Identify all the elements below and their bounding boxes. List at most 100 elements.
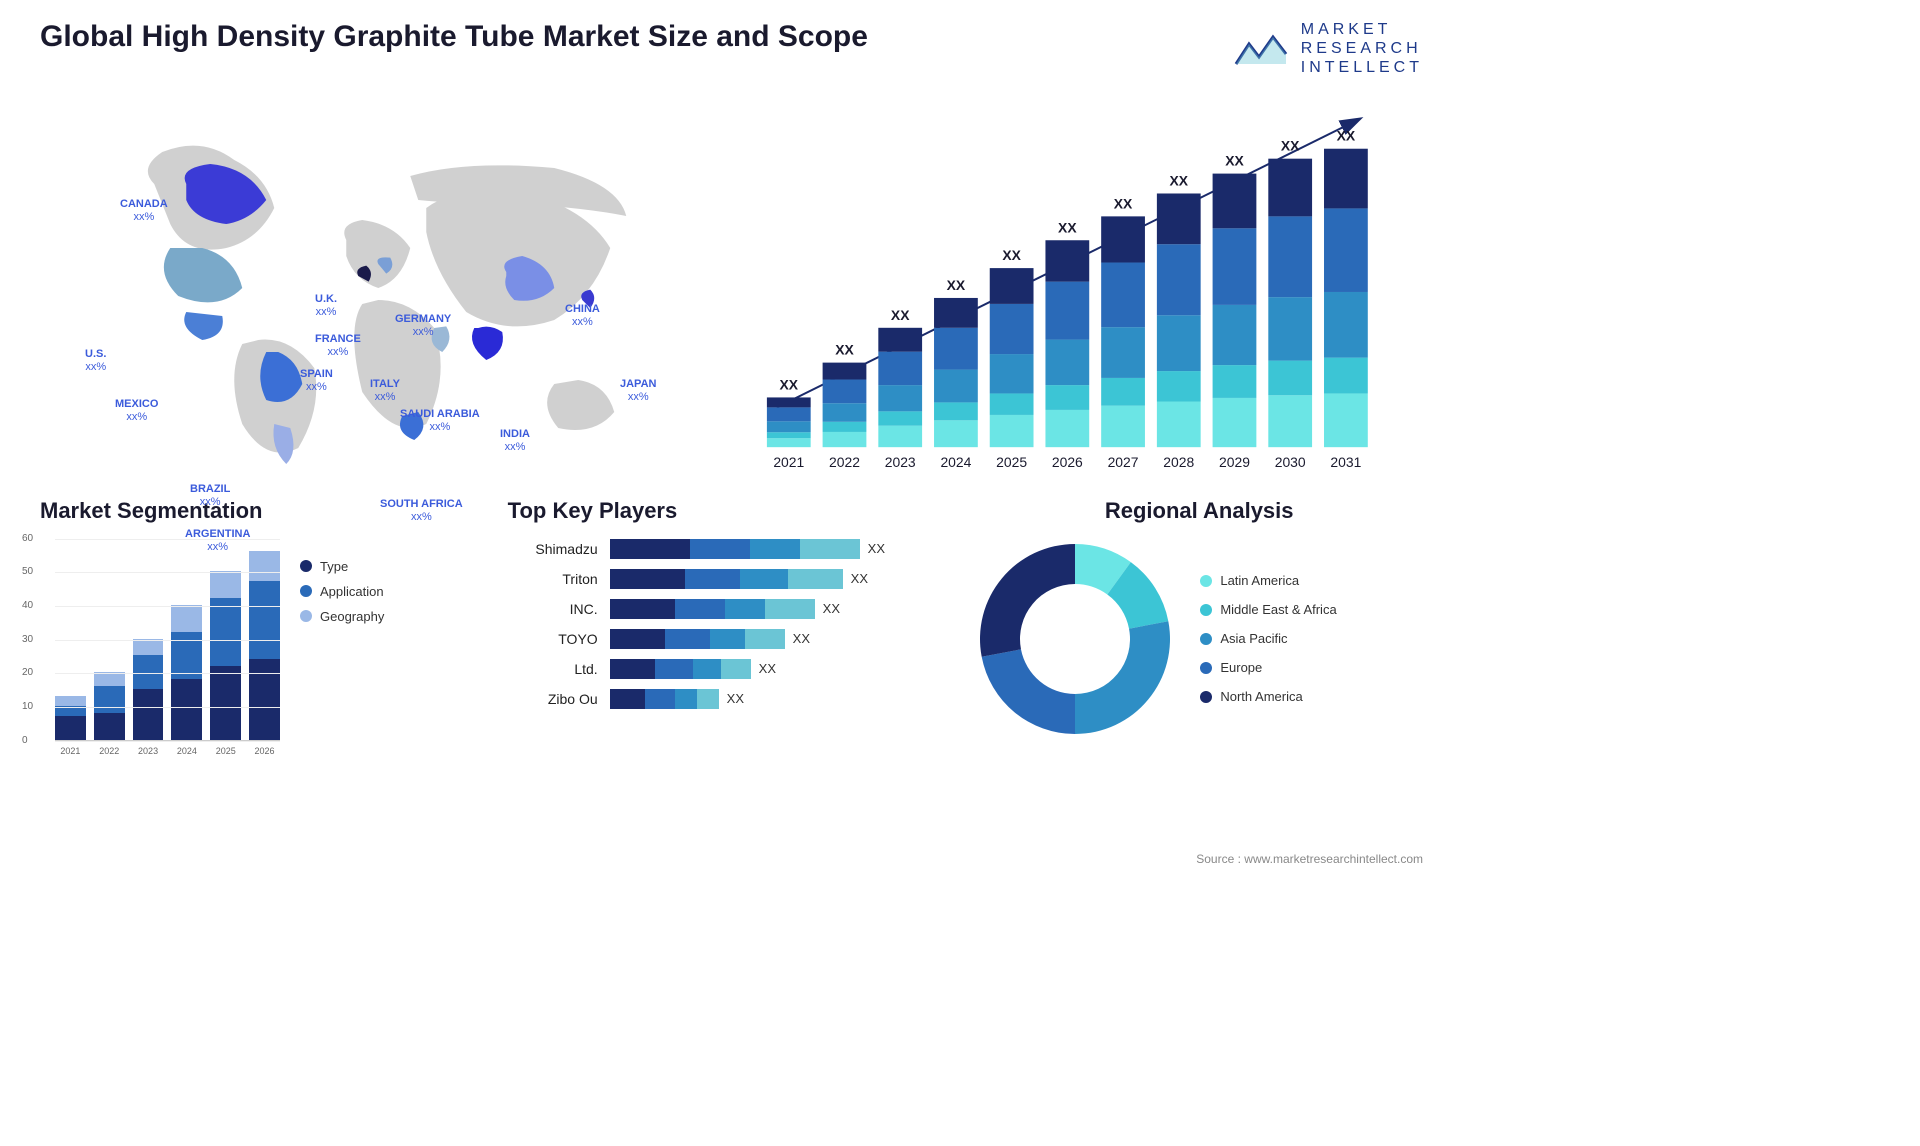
map-label-japan: JAPANxx% bbox=[620, 378, 656, 404]
player-bar-wrap: XX bbox=[610, 629, 956, 649]
player-row: Zibo OuXX bbox=[508, 689, 956, 709]
player-bar-wrap: XX bbox=[610, 569, 956, 589]
map-label-us: U.S.xx% bbox=[85, 348, 106, 374]
player-seg bbox=[655, 659, 693, 679]
player-seg bbox=[610, 689, 645, 709]
player-row: Ltd.XX bbox=[508, 659, 956, 679]
seg-gridline bbox=[55, 572, 280, 573]
map-label-italy: ITALYxx% bbox=[370, 378, 400, 404]
player-seg bbox=[710, 629, 745, 649]
legend-dot-icon bbox=[300, 610, 312, 622]
player-name: Triton bbox=[508, 571, 598, 587]
svg-text:XX: XX bbox=[1169, 172, 1188, 188]
svg-text:XX: XX bbox=[1336, 127, 1355, 143]
player-bar bbox=[610, 569, 843, 589]
seg-seg-type bbox=[55, 716, 86, 740]
svg-text:2022: 2022 bbox=[829, 454, 860, 470]
player-value: XX bbox=[793, 631, 810, 646]
player-bar bbox=[610, 599, 815, 619]
seg-seg-geo bbox=[171, 605, 202, 632]
regional-legend-item: Middle East & Africa bbox=[1200, 602, 1336, 617]
svg-text:XX: XX bbox=[946, 277, 965, 293]
seg-seg-app bbox=[94, 686, 125, 713]
seg-bar: 2023 bbox=[133, 639, 164, 740]
map-label-spain: SPAINxx% bbox=[300, 368, 333, 394]
player-seg bbox=[765, 599, 815, 619]
player-seg bbox=[725, 599, 765, 619]
seg-seg-geo bbox=[249, 551, 280, 581]
svg-text:2030: 2030 bbox=[1274, 454, 1305, 470]
svg-text:2027: 2027 bbox=[1107, 454, 1138, 470]
seg-y-tick: 30 bbox=[22, 634, 33, 645]
legend-dot-icon bbox=[300, 560, 312, 572]
player-bar bbox=[610, 539, 860, 559]
legend-label: Type bbox=[320, 559, 348, 574]
player-bar bbox=[610, 689, 719, 709]
player-seg bbox=[610, 539, 690, 559]
players-chart: ShimadzuXXTritonXXINC.XXTOYOXXLtd.XXZibo… bbox=[508, 539, 956, 709]
players-panel: Top Key Players ShimadzuXXTritonXXINC.XX… bbox=[508, 498, 956, 759]
segmentation-legend: Type Application Geography bbox=[300, 539, 384, 759]
seg-x-label: 2026 bbox=[249, 746, 280, 756]
player-name: Shimadzu bbox=[508, 541, 598, 557]
player-seg bbox=[665, 629, 710, 649]
player-row: INC.XX bbox=[508, 599, 956, 619]
svg-text:XX: XX bbox=[1058, 219, 1077, 235]
svg-text:XX: XX bbox=[835, 341, 854, 357]
seg-x-label: 2023 bbox=[133, 746, 164, 756]
player-seg bbox=[693, 659, 721, 679]
svg-text:2021: 2021 bbox=[773, 454, 804, 470]
svg-text:XX: XX bbox=[1225, 152, 1244, 168]
seg-gridline bbox=[55, 640, 280, 641]
player-row: TOYOXX bbox=[508, 629, 956, 649]
map-label-france: FRANCExx% bbox=[315, 333, 361, 359]
players-title: Top Key Players bbox=[508, 498, 956, 524]
player-bar-wrap: XX bbox=[610, 599, 956, 619]
seg-seg-geo bbox=[94, 672, 125, 685]
logo-line3: INTELLECT bbox=[1301, 58, 1423, 77]
seg-y-tick: 10 bbox=[22, 701, 33, 712]
player-seg bbox=[675, 689, 697, 709]
regional-panel: Regional Analysis Latin AmericaMiddle Ea… bbox=[975, 498, 1423, 759]
svg-text:2029: 2029 bbox=[1219, 454, 1250, 470]
player-seg bbox=[610, 659, 655, 679]
svg-text:2028: 2028 bbox=[1163, 454, 1194, 470]
player-seg bbox=[645, 689, 675, 709]
seg-gridline bbox=[55, 606, 280, 607]
seg-seg-geo bbox=[133, 639, 164, 656]
svg-text:2031: 2031 bbox=[1330, 454, 1361, 470]
player-value: XX bbox=[727, 691, 744, 706]
legend-label: Application bbox=[320, 584, 384, 599]
seg-gridline bbox=[55, 539, 280, 540]
regional-legend-item: Latin America bbox=[1200, 573, 1336, 588]
seg-seg-type bbox=[171, 679, 202, 740]
legend-label: Middle East & Africa bbox=[1220, 602, 1336, 617]
player-seg bbox=[740, 569, 788, 589]
map-label-germany: GERMANYxx% bbox=[395, 313, 451, 339]
seg-x-label: 2025 bbox=[210, 746, 241, 756]
seg-legend-item: Geography bbox=[300, 609, 384, 624]
player-row: Triton XX bbox=[508, 569, 956, 589]
svg-text:2025: 2025 bbox=[996, 454, 1027, 470]
seg-seg-geo bbox=[55, 696, 86, 706]
seg-legend-item: Application bbox=[300, 584, 384, 599]
seg-seg-app bbox=[249, 581, 280, 658]
seg-x-label: 2021 bbox=[55, 746, 86, 756]
seg-x-label: 2024 bbox=[171, 746, 202, 756]
player-seg bbox=[675, 599, 725, 619]
segmentation-chart: 202120222023202420252026 0102030405060 bbox=[40, 539, 280, 759]
svg-text:2024: 2024 bbox=[940, 454, 971, 470]
legend-label: Geography bbox=[320, 609, 384, 624]
player-seg bbox=[685, 569, 740, 589]
growth-bar-chart: XX2021XX2022XX2023XX2024XX2025XX2026XX20… bbox=[747, 88, 1424, 488]
seg-seg-type bbox=[94, 713, 125, 740]
page-title: Global High Density Graphite Tube Market… bbox=[40, 20, 868, 54]
player-seg bbox=[721, 659, 751, 679]
player-name: Ltd. bbox=[508, 661, 598, 677]
map-label-china: CHINAxx% bbox=[565, 303, 600, 329]
player-bar bbox=[610, 659, 751, 679]
player-bar-wrap: XX bbox=[610, 539, 956, 559]
seg-seg-type bbox=[210, 666, 241, 740]
logo-icon bbox=[1231, 29, 1291, 69]
map-svg bbox=[40, 88, 717, 488]
